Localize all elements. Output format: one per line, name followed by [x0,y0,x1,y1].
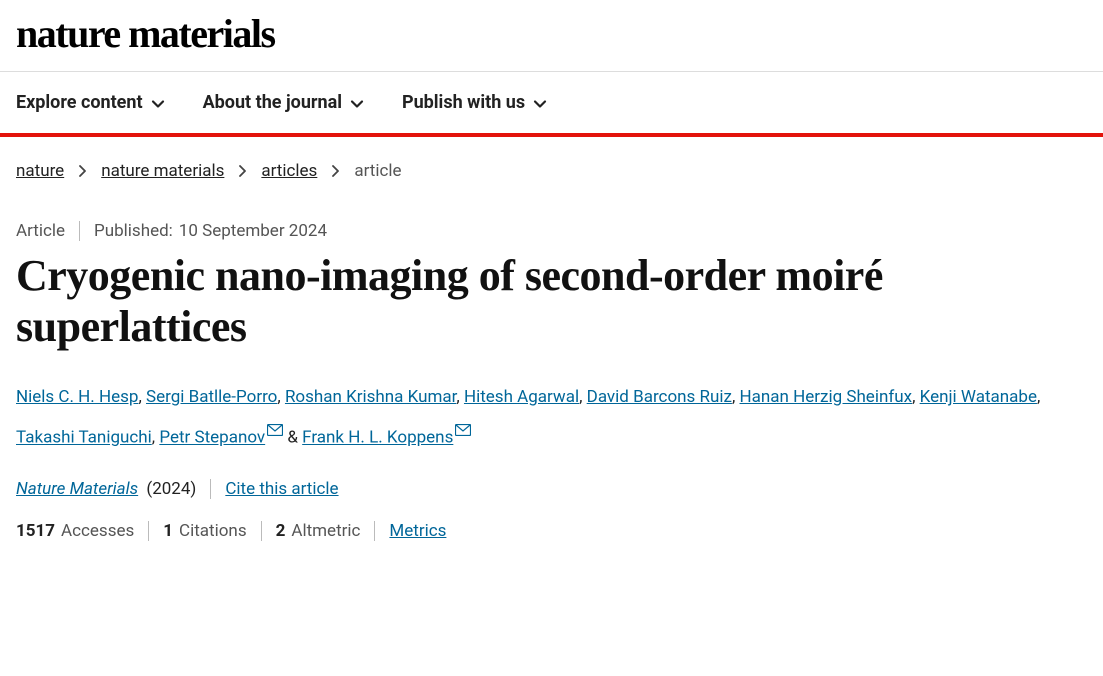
author-link[interactable]: Frank H. L. Koppens [302,428,453,448]
author-separator: & [283,428,302,448]
article-type: Article [16,221,65,241]
author-link[interactable]: Niels C. H. Hesp [16,387,138,407]
breadcrumb-link[interactable]: nature [16,161,64,181]
site-logo[interactable]: nature materials [0,0,1103,71]
article-content: nature nature materials articles article… [0,137,1103,557]
nav-bar: Explore content About the journal Publis… [0,71,1103,137]
author-list: Niels C. H. Hesp, Sergi Batlle-Porro, Ro… [16,380,1087,455]
breadcrumb-current: article [354,161,401,181]
altmetric-count: 2 [276,521,286,541]
author-link[interactable]: Takashi Taniguchi [16,428,152,448]
chevron-right-icon [331,165,340,177]
author-link[interactable]: David Barcons Ruiz [587,387,732,407]
breadcrumb-link[interactable]: articles [261,161,317,181]
journal-citation: Nature Materials (2024) Cite this articl… [16,479,1087,499]
nav-label: About the journal [203,92,342,113]
chevron-right-icon [78,165,87,177]
altmetric-label: Altmetric [291,521,360,541]
article-metrics: 1517 Accesses 1 Citations 2 Altmetric Me… [16,521,1087,541]
chevron-down-icon [350,97,362,109]
published-label: Published: [94,221,173,241]
author-link[interactable]: Roshan Krishna Kumar [285,387,456,407]
nav-about-journal[interactable]: About the journal [203,72,362,133]
chevron-right-icon [238,165,247,177]
cite-article-link[interactable]: Cite this article [225,479,338,499]
accesses-count: 1517 [16,521,55,541]
article-title: Cryogenic nano-imaging of second-order m… [16,251,1076,352]
author-separator: , [579,387,587,407]
divider [148,521,149,541]
divider [374,521,375,541]
nav-explore-content[interactable]: Explore content [16,72,163,133]
nav-publish-with-us[interactable]: Publish with us [402,72,545,133]
author-separator: , [456,387,464,407]
journal-name-link[interactable]: Nature Materials [16,479,138,499]
author-link[interactable]: Hanan Herzig Sheinfux [740,387,913,407]
author-separator: , [912,387,920,407]
mail-icon[interactable] [267,414,283,448]
chevron-down-icon [151,97,163,109]
divider [79,221,80,241]
accesses-label: Accesses [61,521,134,541]
nav-label: Publish with us [402,92,525,113]
author-link[interactable]: Sergi Batlle-Porro [146,387,277,407]
author-separator: , [138,387,146,407]
breadcrumb: nature nature materials articles article [16,161,1087,181]
metrics-link[interactable]: Metrics [389,521,446,541]
breadcrumb-link[interactable]: nature materials [101,161,224,181]
author-link[interactable]: Hitesh Agarwal [464,387,579,407]
mail-icon[interactable] [455,414,471,448]
author-separator: , [732,387,740,407]
divider [261,521,262,541]
author-separator: , [1037,387,1040,407]
author-separator: , [277,387,285,407]
nav-label: Explore content [16,92,143,113]
author-link[interactable]: Petr Stepanov [159,428,265,448]
citations-count: 1 [163,521,173,541]
article-meta: Article Published: 10 September 2024 [16,221,1087,241]
chevron-down-icon [533,97,545,109]
journal-year: (2024) [146,479,196,499]
published-date: 10 September 2024 [179,221,327,241]
divider [210,479,211,499]
citations-label: Citations [179,521,247,541]
author-link[interactable]: Kenji Watanabe [920,387,1037,407]
